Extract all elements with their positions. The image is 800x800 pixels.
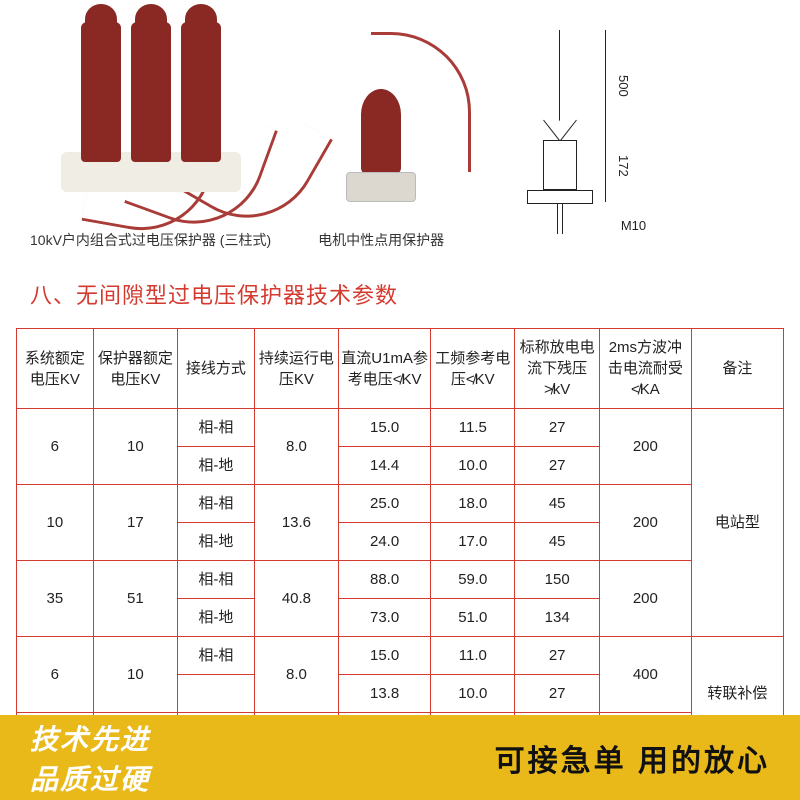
cell-sys: 6 bbox=[17, 409, 94, 485]
cell-conn: 相-地 bbox=[178, 447, 255, 485]
cell-sys: 35 bbox=[17, 561, 94, 637]
cell-res: 45 bbox=[515, 523, 599, 561]
th-res: 标称放电电流下残压≯kV bbox=[515, 329, 599, 409]
arrester-three-illustration bbox=[51, 22, 251, 222]
cell-wave: 200 bbox=[599, 561, 691, 637]
cell-conn: 相-相 bbox=[178, 485, 255, 523]
th-note: 备注 bbox=[691, 329, 783, 409]
cell-conn: 相-相 bbox=[178, 561, 255, 599]
cell-dc: 25.0 bbox=[339, 485, 431, 523]
table-row: 6 10 相-相 8.0 15.0 11.0 27 400 转联补偿 bbox=[17, 637, 784, 675]
arrester-single-illustration bbox=[291, 22, 471, 222]
cell-res: 27 bbox=[515, 447, 599, 485]
cell-pf: 59.0 bbox=[431, 561, 515, 599]
product-three-column: 10kV户内组合式过电压保护器 (三柱式) bbox=[30, 22, 271, 250]
cell-rated: 10 bbox=[93, 409, 177, 485]
cell-sys: 10 bbox=[17, 485, 94, 561]
cell-conn: 相-地 bbox=[178, 599, 255, 637]
cell-wave: 200 bbox=[599, 485, 691, 561]
banner-right: 可接急单 用的放心 bbox=[495, 736, 770, 780]
page: 10kV户内组合式过电压保护器 (三柱式) 电机中性点用保护器 500 172 … bbox=[0, 0, 800, 800]
cell-res: 27 bbox=[515, 675, 599, 713]
cell-pf: 17.0 bbox=[431, 523, 515, 561]
cell-res: 27 bbox=[515, 637, 599, 675]
th-rated: 保护器额定电压KV bbox=[93, 329, 177, 409]
cell-dc: 15.0 bbox=[339, 637, 431, 675]
spec-table: 系统额定电压KV 保护器额定电压KV 接线方式 持续运行电压KV 直流U1mA参… bbox=[16, 328, 784, 751]
cell-pf: 11.5 bbox=[431, 409, 515, 447]
banner-left: 技术先进 品质过硬 bbox=[30, 718, 150, 798]
cell-dc: 24.0 bbox=[339, 523, 431, 561]
cell-dc: 14.4 bbox=[339, 447, 431, 485]
cell-note: 电站型 bbox=[691, 409, 783, 637]
th-cont: 持续运行电压KV bbox=[254, 329, 338, 409]
table-row: 35 51 相-相 40.8 88.0 59.0 150 200 bbox=[17, 561, 784, 599]
dim-500: 500 bbox=[616, 75, 631, 97]
cell-pf: 10.0 bbox=[431, 675, 515, 713]
products-row: 10kV户内组合式过电压保护器 (三柱式) 电机中性点用保护器 500 172 … bbox=[0, 0, 800, 250]
th-wave: 2ms方波冲击电流耐受≮KA bbox=[599, 329, 691, 409]
spec-table-wrap: 系统额定电压KV 保护器额定电压KV 接线方式 持续运行电压KV 直流U1mA参… bbox=[0, 328, 800, 751]
bottom-banner: 技术先进 品质过硬 可接急单 用的放心 bbox=[0, 715, 800, 800]
th-sys: 系统额定电压KV bbox=[17, 329, 94, 409]
dim-172: 172 bbox=[616, 155, 631, 177]
section-title: 八、无间隙型过电压保护器技术参数 bbox=[0, 250, 800, 328]
cell-res: 45 bbox=[515, 485, 599, 523]
cell-rated: 51 bbox=[93, 561, 177, 637]
cell-wave: 200 bbox=[599, 409, 691, 485]
table-row: 6 10 相-相 8.0 15.0 11.5 27 200 电站型 bbox=[17, 409, 784, 447]
cell-cont: 13.6 bbox=[254, 485, 338, 561]
cell-wave: 400 bbox=[599, 637, 691, 713]
cell-conn: 相-相 bbox=[178, 637, 255, 675]
cell-conn: 相-相 bbox=[178, 409, 255, 447]
cell-cont: 8.0 bbox=[254, 637, 338, 713]
cell-rated: 10 bbox=[93, 637, 177, 713]
product1-label: 10kV户内组合式过电压保护器 (三柱式) bbox=[30, 230, 271, 250]
cell-sys: 6 bbox=[17, 637, 94, 713]
table-row: 10 17 相-相 13.6 25.0 18.0 45 200 bbox=[17, 485, 784, 523]
cell-pf: 51.0 bbox=[431, 599, 515, 637]
th-pf: 工频参考电压≮KV bbox=[431, 329, 515, 409]
cell-cont: 40.8 bbox=[254, 561, 338, 637]
product2-label: 电机中性点用保护器 bbox=[318, 230, 444, 250]
dimension-diagram: 500 172 M10 bbox=[491, 20, 661, 250]
th-conn: 接线方式 bbox=[178, 329, 255, 409]
cell-dc: 73.0 bbox=[339, 599, 431, 637]
cell-cont: 8.0 bbox=[254, 409, 338, 485]
dim-m10: M10 bbox=[621, 218, 646, 233]
banner-left-line1: 技术先进 bbox=[30, 718, 150, 758]
cell-pf: 10.0 bbox=[431, 447, 515, 485]
cell-conn: 相-地 bbox=[178, 523, 255, 561]
product-single: 电机中性点用保护器 bbox=[291, 22, 471, 250]
cell-pf: 18.0 bbox=[431, 485, 515, 523]
cell-dc: 13.8 bbox=[339, 675, 431, 713]
cell-res: 134 bbox=[515, 599, 599, 637]
th-dc: 直流U1mA参考电压≮KV bbox=[339, 329, 431, 409]
cell-res: 150 bbox=[515, 561, 599, 599]
cell-res: 27 bbox=[515, 409, 599, 447]
cell-pf: 11.0 bbox=[431, 637, 515, 675]
cell-dc: 15.0 bbox=[339, 409, 431, 447]
table-header-row: 系统额定电压KV 保护器额定电压KV 接线方式 持续运行电压KV 直流U1mA参… bbox=[17, 329, 784, 409]
cell-dc: 88.0 bbox=[339, 561, 431, 599]
cell-conn bbox=[178, 675, 255, 713]
banner-left-line2: 品质过硬 bbox=[30, 758, 150, 798]
cell-rated: 17 bbox=[93, 485, 177, 561]
